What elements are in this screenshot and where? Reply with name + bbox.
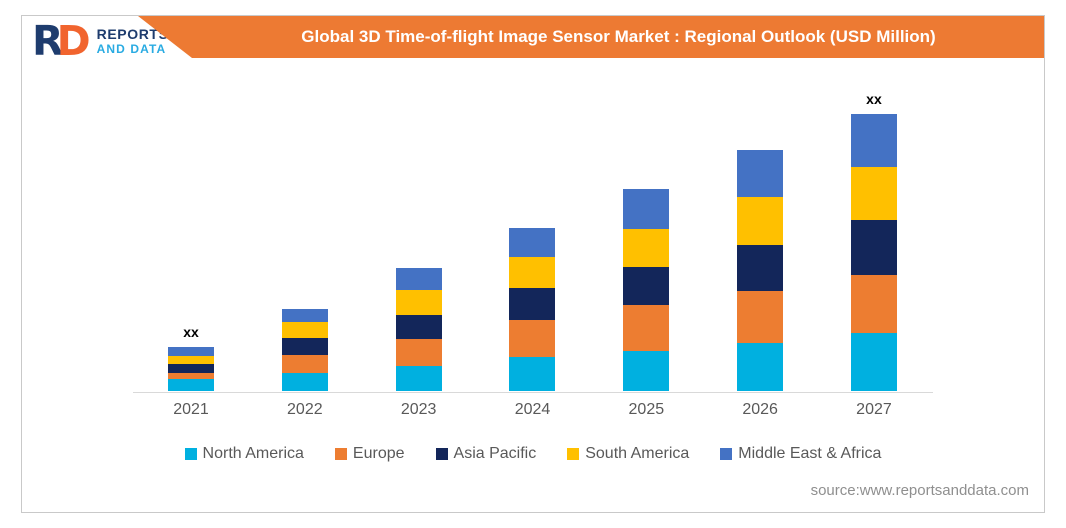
segment-middle-east-africa-2023 bbox=[395, 268, 442, 290]
segment-europe-2027 bbox=[850, 275, 897, 333]
segment-north-america-2023 bbox=[395, 366, 442, 391]
x-axis-label-2022: 2022 bbox=[287, 401, 323, 418]
segment-north-america-2024 bbox=[509, 357, 556, 391]
legend-label: Asia Pacific bbox=[453, 445, 537, 462]
logo-text: REPORTS AND DATA bbox=[97, 26, 169, 56]
segment-asia-pacific-2022 bbox=[281, 338, 328, 355]
bar-2021: xx bbox=[168, 324, 214, 391]
legend-label: Middle East & Africa bbox=[738, 445, 882, 462]
segment-middle-east-africa-2026 bbox=[737, 150, 784, 197]
legend-item-asia-pacific: Asia Pacific bbox=[435, 445, 537, 463]
legend-swatch-icon bbox=[184, 448, 197, 460]
x-axis-label-2027: 2027 bbox=[856, 401, 892, 418]
segment-asia-pacific-2025 bbox=[623, 267, 670, 305]
segment-south-america-2027 bbox=[850, 167, 897, 220]
bar-2026 bbox=[737, 150, 784, 391]
x-axis-line bbox=[133, 392, 933, 393]
segment-north-america-2025 bbox=[623, 351, 670, 391]
segment-europe-2022 bbox=[281, 355, 328, 373]
x-axis-label-2025: 2025 bbox=[628, 401, 665, 418]
bar-value-label-2027: xx bbox=[866, 91, 882, 107]
legend-item-north-america: North America bbox=[184, 445, 304, 463]
x-axis-label-2021: 2021 bbox=[173, 401, 209, 418]
logo-monogram: R D bbox=[32, 17, 91, 65]
reports-and-data-logo: R D REPORTS AND DATA bbox=[32, 17, 169, 65]
segment-middle-east-africa-2022 bbox=[281, 309, 328, 322]
legend-swatch-icon bbox=[567, 448, 580, 460]
segment-middle-east-africa-2021 bbox=[168, 347, 214, 356]
bar-value-label-2021: xx bbox=[183, 324, 199, 340]
segment-south-america-2023 bbox=[395, 290, 442, 315]
legend-label: South America bbox=[585, 445, 690, 462]
report-card: R D REPORTS AND DATA Global 3D Time-of-f… bbox=[21, 15, 1045, 513]
segment-asia-pacific-2023 bbox=[395, 315, 442, 339]
title-banner: Global 3D Time-of-flight Image Sensor Ma… bbox=[138, 16, 1044, 58]
segment-europe-2026 bbox=[737, 291, 784, 343]
segment-middle-east-africa-2024 bbox=[509, 228, 556, 257]
segment-asia-pacific-2021 bbox=[168, 364, 214, 373]
chart-title: Global 3D Time-of-flight Image Sensor Ma… bbox=[301, 27, 936, 46]
segment-asia-pacific-2024 bbox=[509, 288, 556, 320]
bar-2027: xx bbox=[850, 91, 897, 391]
legend-label: North America bbox=[202, 445, 304, 462]
chart-legend: North America Europe Asia Pacific South Ame… bbox=[22, 445, 1044, 463]
logo-text-and-data: AND DATA bbox=[96, 42, 167, 56]
bar-2022 bbox=[281, 309, 328, 391]
x-axis-label-2023: 2023 bbox=[400, 401, 437, 418]
segment-south-america-2021 bbox=[168, 356, 214, 364]
segment-north-america-2021 bbox=[168, 379, 214, 391]
legend-item-south-america: South America bbox=[567, 445, 689, 463]
logo-letter-d-icon: D bbox=[56, 17, 91, 65]
segment-europe-2023 bbox=[395, 339, 442, 366]
segment-europe-2025 bbox=[623, 305, 670, 351]
legend-swatch-icon bbox=[334, 448, 347, 460]
segment-europe-2021 bbox=[168, 373, 214, 379]
bar-2023 bbox=[395, 268, 442, 391]
logo-letter-r-icon: R bbox=[32, 17, 64, 65]
segment-south-america-2026 bbox=[737, 197, 784, 245]
x-axis-label-2024: 2024 bbox=[514, 401, 551, 418]
x-axis-label-2026: 2026 bbox=[742, 401, 778, 418]
legend-swatch-icon bbox=[720, 448, 733, 460]
segment-middle-east-africa-2025 bbox=[623, 189, 670, 229]
segment-south-america-2024 bbox=[509, 257, 556, 288]
segment-north-america-2026 bbox=[737, 343, 784, 391]
bar-2024 bbox=[509, 228, 556, 391]
segment-south-america-2022 bbox=[281, 322, 328, 338]
segment-europe-2024 bbox=[509, 320, 556, 357]
bar-chart: xx xx bbox=[168, 91, 897, 391]
legend-item-middle-east-africa: Middle East & Africa bbox=[720, 445, 881, 463]
segment-south-america-2025 bbox=[623, 229, 670, 267]
bar-2025 bbox=[623, 189, 670, 391]
x-axis-labels: 2021 2022 2023 2024 2025 2026 2027 bbox=[168, 401, 897, 419]
legend-label: Europe bbox=[352, 445, 405, 462]
legend-item-europe: Europe bbox=[334, 445, 405, 463]
segment-asia-pacific-2027 bbox=[850, 220, 897, 275]
logo-text-reports: REPORTS bbox=[96, 26, 169, 42]
legend-swatch-icon bbox=[435, 448, 448, 460]
segment-north-america-2022 bbox=[281, 373, 328, 391]
segment-north-america-2027 bbox=[850, 333, 897, 391]
segment-asia-pacific-2026 bbox=[737, 245, 784, 291]
segment-middle-east-africa-2027 bbox=[850, 114, 897, 167]
source-text: source:www.reportsanddata.com bbox=[810, 482, 1029, 499]
